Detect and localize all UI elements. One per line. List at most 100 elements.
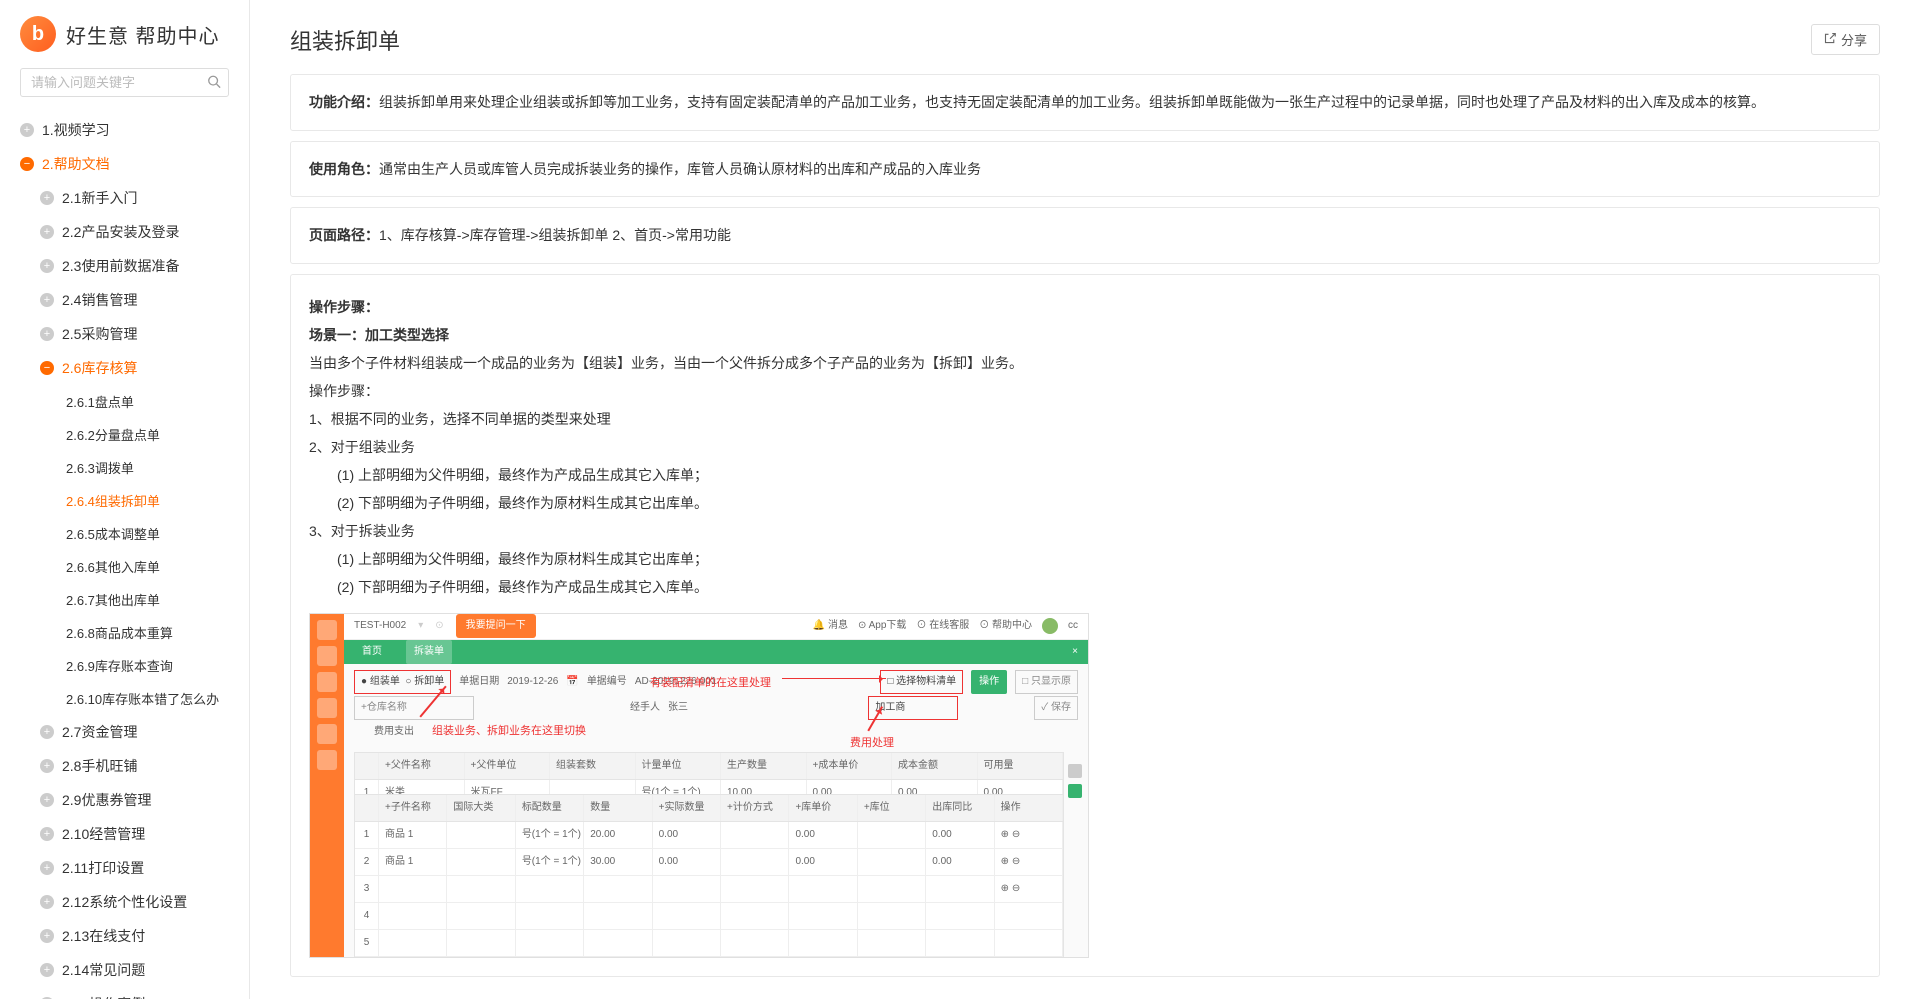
nav-item[interactable]: 2.6.7其他出库单 [0, 583, 249, 616]
search-input[interactable] [20, 68, 229, 97]
ss-op-button[interactable]: 操作 [971, 670, 1007, 694]
ss-save-button[interactable]: ✓ 保存 [1034, 696, 1078, 720]
ss-ask-button[interactable]: 我要提问一下 [456, 614, 536, 638]
table-row: 2商品 1号(1个 = 1个)30.000.000.000.00⊕ ⊖ [355, 849, 1063, 876]
share-label: 分享 [1841, 30, 1867, 49]
ss-test-id: TEST-H002 [354, 616, 406, 636]
nav-item[interactable]: 2.6.10库存账本错了怎么办 [0, 682, 249, 715]
scenario-heading: 场景一：加工类型选择 [309, 321, 1861, 349]
path-box: 页面路径：1、库存核算->库存管理->组装拆卸单 2、首页->常用功能 [290, 207, 1880, 264]
nav-item[interactable]: 2.6.3调拨单 [0, 451, 249, 484]
nav-item[interactable]: +2.9优惠券管理 [0, 783, 249, 817]
chevron-down-icon: ▾ [418, 616, 423, 636]
nav-item[interactable]: 2.6.6其他入库单 [0, 550, 249, 583]
ss-cost-label: 费用支出 [374, 722, 414, 742]
ss-bom-button[interactable]: □ 选择物料清单 [880, 670, 963, 694]
expand-icon: + [40, 327, 54, 341]
nav-item[interactable]: +2.1新手入门 [0, 181, 249, 215]
cell: 0.00 [926, 849, 994, 875]
nav-item[interactable]: +2.10经营管理 [0, 817, 249, 851]
nav-item[interactable]: 2.6.1盘点单 [0, 385, 249, 418]
tab-active[interactable]: 拆装单 [406, 640, 452, 664]
ss-svc-link[interactable]: ⊙ 在线客服 [916, 616, 969, 636]
nav-item[interactable]: +2.14常见问题 [0, 953, 249, 987]
cell [379, 876, 447, 902]
ss-type-assemble[interactable]: ● 组装单 ○ 拆卸单 [354, 670, 451, 694]
expand-icon: + [40, 293, 54, 307]
nav-item[interactable]: +2.11打印设置 [0, 851, 249, 885]
nav-item[interactable]: +1.视频学习 [0, 113, 249, 147]
nav-item[interactable]: 2.6.8商品成本重算 [0, 616, 249, 649]
nav-label: 2.6.2分量盘点单 [66, 425, 160, 444]
expand-icon: + [40, 929, 54, 943]
cell [447, 822, 515, 848]
nav-item[interactable]: +2.7资金管理 [0, 715, 249, 749]
intro-box: 功能介绍：组装拆卸单用来处理企业组装或拆卸等加工业务，支持有固定装配清单的产品加… [290, 74, 1880, 131]
ss-warehouse-field[interactable]: +仓库名称 [354, 696, 474, 720]
nav-item[interactable]: +2.15操作案例 [0, 987, 249, 999]
nav-item[interactable]: −2.帮助文档 [0, 147, 249, 181]
nav-item[interactable]: +2.8手机旺铺 [0, 749, 249, 783]
collapse-icon: − [20, 157, 34, 171]
nav-item[interactable]: +2.4销售管理 [0, 283, 249, 317]
nav-label: 2.11打印设置 [62, 858, 144, 878]
avatar-icon [1042, 618, 1058, 634]
nav-item[interactable]: 2.6.9库存账本查询 [0, 649, 249, 682]
col-header: 成本金额 [892, 753, 978, 779]
nav-label: 2.4销售管理 [62, 290, 137, 310]
close-icon[interactable]: × [1072, 642, 1078, 662]
ss-app-label: App下载 [869, 620, 907, 631]
search-icon[interactable] [207, 74, 221, 91]
col-header: 国际大类 [447, 795, 515, 821]
page-title: 组装拆卸单 [290, 24, 400, 56]
tab-home[interactable]: 首页 [354, 640, 390, 664]
ss-person-label: 经手人 [630, 698, 660, 718]
ss-showorig-button[interactable]: □ 只显示原 [1015, 670, 1078, 694]
cell: 5 [355, 930, 379, 956]
cell [789, 903, 857, 929]
tool-icon[interactable] [1068, 764, 1082, 778]
cell [926, 930, 994, 956]
home-icon [317, 620, 337, 640]
cell [447, 930, 515, 956]
nav-item[interactable]: +2.5采购管理 [0, 317, 249, 351]
nav-item[interactable]: +2.2产品安装及登录 [0, 215, 249, 249]
col-header: 标配数量 [516, 795, 584, 821]
nav-label: 2.10经营管理 [62, 824, 145, 844]
doc-icon [317, 698, 337, 718]
col-header: +计价方式 [721, 795, 789, 821]
logo-text: 好生意 帮助中心 [66, 20, 220, 49]
nav-label: 2.5采购管理 [62, 324, 137, 344]
ss-date-value: 2019-12-26 [507, 672, 558, 692]
nav-item[interactable]: 2.6.4组装拆卸单 [0, 484, 249, 517]
nav-item[interactable]: +2.13在线支付 [0, 919, 249, 953]
cell [721, 903, 789, 929]
tool-icon[interactable] [1068, 784, 1082, 798]
nav-label: 2.2产品安装及登录 [62, 222, 179, 242]
cell [789, 876, 857, 902]
nav-item[interactable]: −2.6库存核算 [0, 351, 249, 385]
cell [926, 876, 994, 902]
expand-icon: + [20, 123, 34, 137]
col-header [355, 753, 379, 779]
ss-app-link[interactable]: ⊙ App下载 [858, 616, 906, 636]
steps-l2b: (2) 下部明细为子件明细，最终作为原材料生成其它出库单。 [309, 489, 1861, 517]
cell [653, 876, 721, 902]
nav-item[interactable]: +2.12系统个性化设置 [0, 885, 249, 919]
share-button[interactable]: 分享 [1811, 24, 1880, 55]
cell: 号(1个 = 1个) [516, 822, 584, 848]
nav-label: 2.15操作案例 [62, 994, 145, 999]
cell [516, 903, 584, 929]
ss-no-label: 单据编号 [587, 672, 627, 692]
nav-label: 2.帮助文档 [42, 154, 110, 174]
logo-icon: b [20, 16, 56, 52]
bell-icon[interactable]: 🔔 消息 [813, 616, 848, 636]
nav-item[interactable]: +2.3使用前数据准备 [0, 249, 249, 283]
sidebar: b 好生意 帮助中心 +1.视频学习−2.帮助文档+2.1新手入门+2.2产品安… [0, 0, 250, 999]
col-header: 操作 [995, 795, 1063, 821]
nav-item[interactable]: 2.6.2分量盘点单 [0, 418, 249, 451]
steps-l2a: (1) 上部明细为父件明细，最终作为产成品生成其它入库单； [309, 461, 1861, 489]
ss-help-link[interactable]: ⊙ 帮助中心 [979, 616, 1032, 636]
calendar-icon[interactable]: 📅 [566, 672, 578, 692]
nav-item[interactable]: 2.6.5成本调整单 [0, 517, 249, 550]
